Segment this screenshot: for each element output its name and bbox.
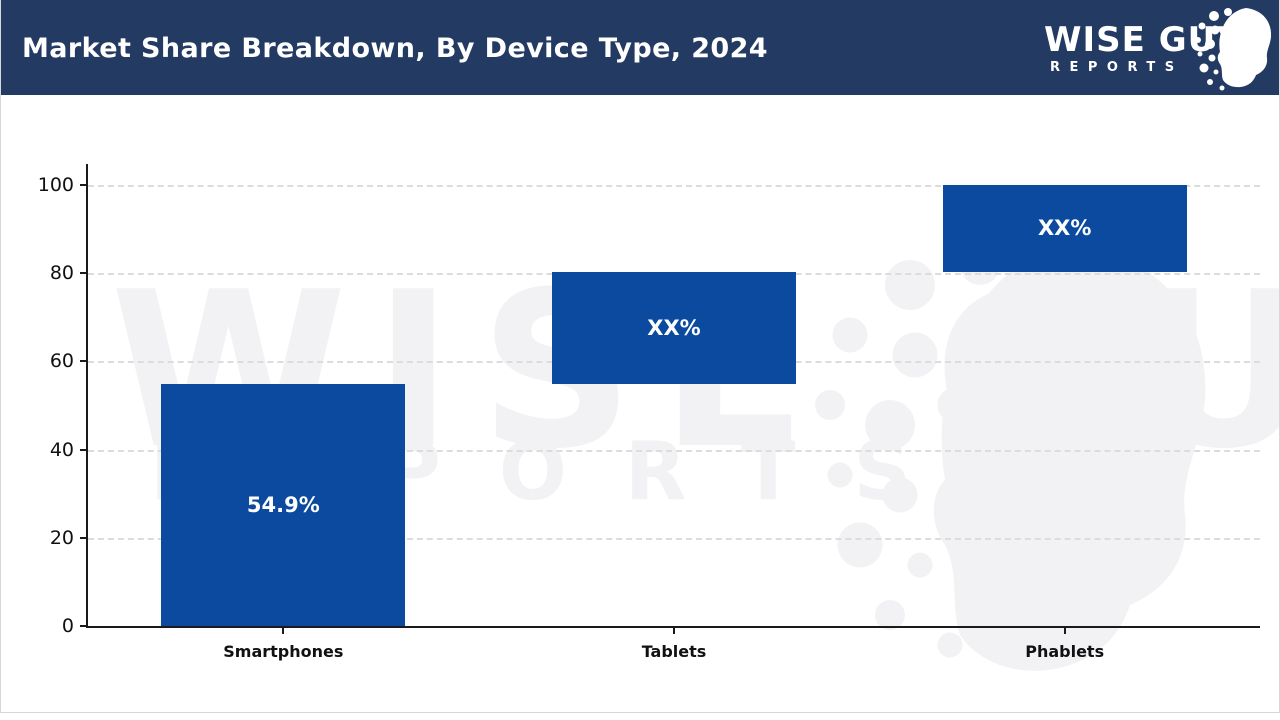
gridline-40: [88, 449, 1260, 452]
y-tick-label-0: 0: [61, 615, 74, 637]
chart-title: Market Share Breakdown, By Device Type, …: [22, 33, 768, 64]
x-tick-tablets: [673, 626, 675, 634]
y-tick-80: [80, 272, 88, 275]
y-tick-label-20: 20: [49, 526, 74, 549]
bar-value-label-tablets: XX%: [647, 315, 701, 340]
logo-subtext: REPORTS: [1050, 60, 1184, 75]
x-category-label-smartphones: Smartphones: [223, 642, 344, 661]
plot-area: 0 20 40 60 80 100 54.9% XX% XX% Smartphones Tablet…: [38, 164, 1260, 661]
logo-head-icon: [1195, 8, 1272, 91]
x-tick-smartphones: [282, 626, 285, 634]
wiseguy-logo: WISE GUY REPORTS: [1006, 4, 1274, 92]
y-tick-label-80: 80: [49, 262, 74, 285]
y-tick-60: [80, 360, 88, 363]
bar-tablets: [552, 271, 796, 384]
bar-value-label-smartphones: 54.9%: [246, 492, 320, 517]
bar-smartphones: [161, 383, 406, 626]
x-category-label-phablets: Phablets: [1025, 642, 1105, 661]
gridline-100: [88, 185, 1260, 187]
header-banner: Market Share Breakdown, By Device Type, …: [0, 0, 1280, 95]
x-category-label-tablets: Tablets: [641, 642, 707, 661]
x-tick-phablets: [1063, 626, 1066, 634]
y-tick-label-100: 100: [37, 174, 74, 196]
gridline-20: [88, 537, 1260, 540]
y-tick-label-40: 40: [49, 438, 74, 461]
y-tick-40: [80, 448, 88, 451]
bar-value-label-phablets: XX%: [1037, 216, 1092, 241]
y-tick-label-60: 60: [49, 350, 74, 373]
y-tick-100: [80, 184, 88, 186]
y-tick-0: [80, 625, 88, 627]
y-tick-20: [80, 536, 88, 539]
